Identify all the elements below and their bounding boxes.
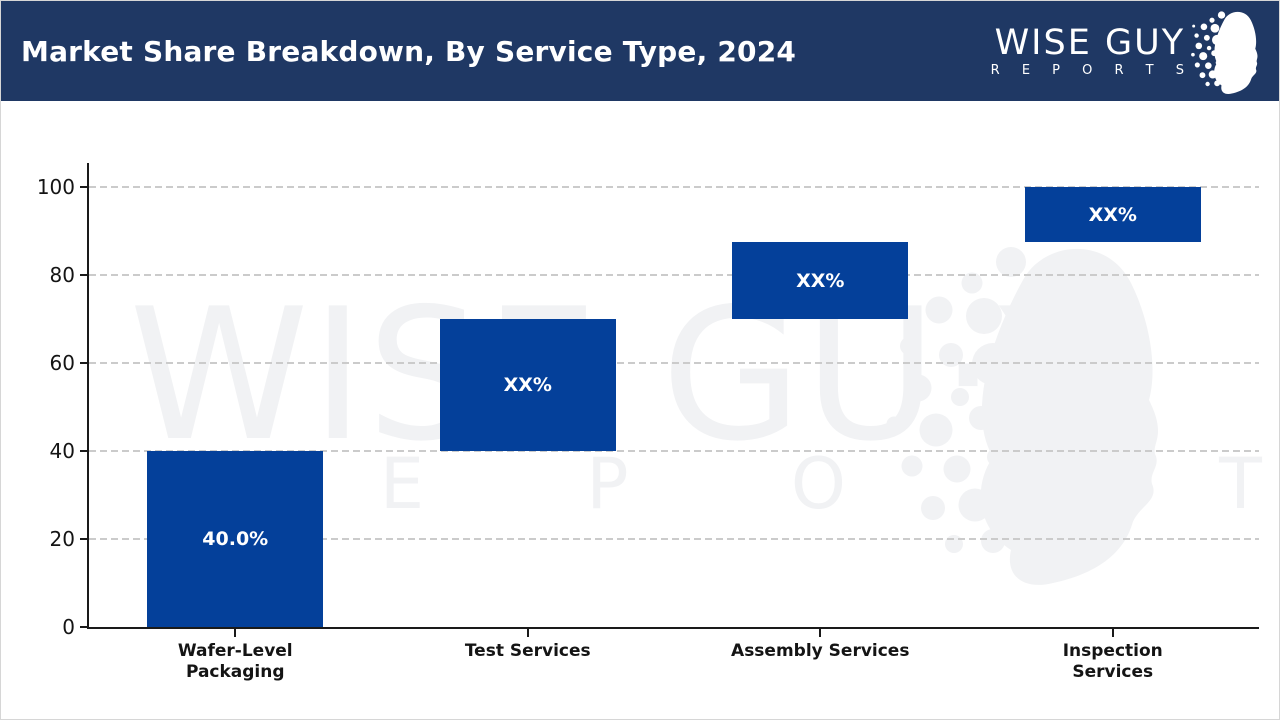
y-tick-100 bbox=[80, 186, 88, 188]
logo-subtext: R E P O R T S bbox=[990, 62, 1193, 78]
header: Market Share Breakdown, By Service Type,… bbox=[1, 1, 1279, 101]
gridline-100 bbox=[89, 186, 1259, 188]
y-axis-spine bbox=[87, 163, 89, 629]
brand-logo: WISE GUY R E P O R T S bbox=[987, 7, 1267, 95]
bar-value-label-assembly-services: XX% bbox=[796, 269, 845, 292]
x-category-label-inspection-services: Inspection Services bbox=[1062, 641, 1163, 682]
y-tick-label-80: 80 bbox=[49, 263, 75, 287]
y-tick-label-60: 60 bbox=[49, 351, 75, 375]
brand-logo-text: WISE GUY R E P O R T S bbox=[987, 25, 1193, 78]
gridline-20 bbox=[89, 538, 1259, 540]
bar-assembly-services: XX% bbox=[732, 242, 909, 319]
y-tick-label-20: 20 bbox=[49, 527, 75, 551]
x-tick-inspection-services bbox=[1111, 629, 1114, 637]
bar-inspection-services: XX% bbox=[1024, 187, 1201, 242]
bar-value-label-inspection-services: XX% bbox=[1088, 203, 1137, 226]
y-tick-20 bbox=[80, 538, 88, 540]
y-tick-40 bbox=[80, 450, 88, 452]
gridline-80 bbox=[89, 274, 1259, 276]
bar-wafer-level-packaging: 40.0% bbox=[147, 451, 324, 627]
watermark-head-profile-icon bbox=[886, 247, 1159, 585]
x-category-label-assembly-services: Assembly Services bbox=[731, 641, 910, 661]
x-category-label-wafer-level-packaging: Wafer-Level Packaging bbox=[177, 641, 293, 682]
y-tick-label-40: 40 bbox=[49, 439, 75, 463]
x-tick-wafer-level-packaging bbox=[234, 629, 237, 637]
bar-value-label-test-services: XX% bbox=[503, 374, 552, 396]
y-tick-label-0: 0 bbox=[62, 615, 75, 639]
x-axis-spine bbox=[87, 627, 1259, 629]
chart-area: WISE GU·Y R E P O R T S 02040608010040.0… bbox=[1, 101, 1279, 719]
bar-value-label-wafer-level-packaging: 40.0% bbox=[202, 528, 269, 550]
x-category-label-test-services: Test Services bbox=[464, 641, 591, 661]
bar-test-services: XX% bbox=[439, 319, 616, 451]
gridline-60 bbox=[89, 362, 1259, 364]
dotted-head-profile-icon bbox=[1191, 11, 1258, 95]
y-tick-0 bbox=[80, 626, 88, 628]
y-tick-80 bbox=[80, 274, 88, 276]
x-tick-assembly-services bbox=[819, 629, 822, 637]
y-tick-label-100: 100 bbox=[36, 175, 75, 199]
page-title: Market Share Breakdown, By Service Type,… bbox=[21, 34, 797, 68]
gridline-40 bbox=[89, 450, 1259, 452]
x-tick-test-services bbox=[526, 629, 529, 637]
y-tick-60 bbox=[80, 362, 88, 364]
logo-wordmark: WISE GUY bbox=[994, 22, 1186, 63]
